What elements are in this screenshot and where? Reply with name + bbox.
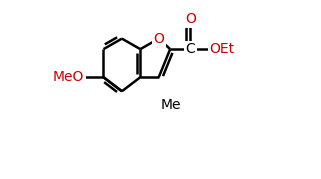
Text: Me: Me: [160, 98, 181, 112]
Text: OEt: OEt: [210, 42, 235, 56]
Text: C: C: [186, 42, 195, 56]
Text: O: O: [153, 32, 164, 46]
Text: MeO: MeO: [53, 70, 84, 84]
Text: O: O: [185, 12, 196, 26]
